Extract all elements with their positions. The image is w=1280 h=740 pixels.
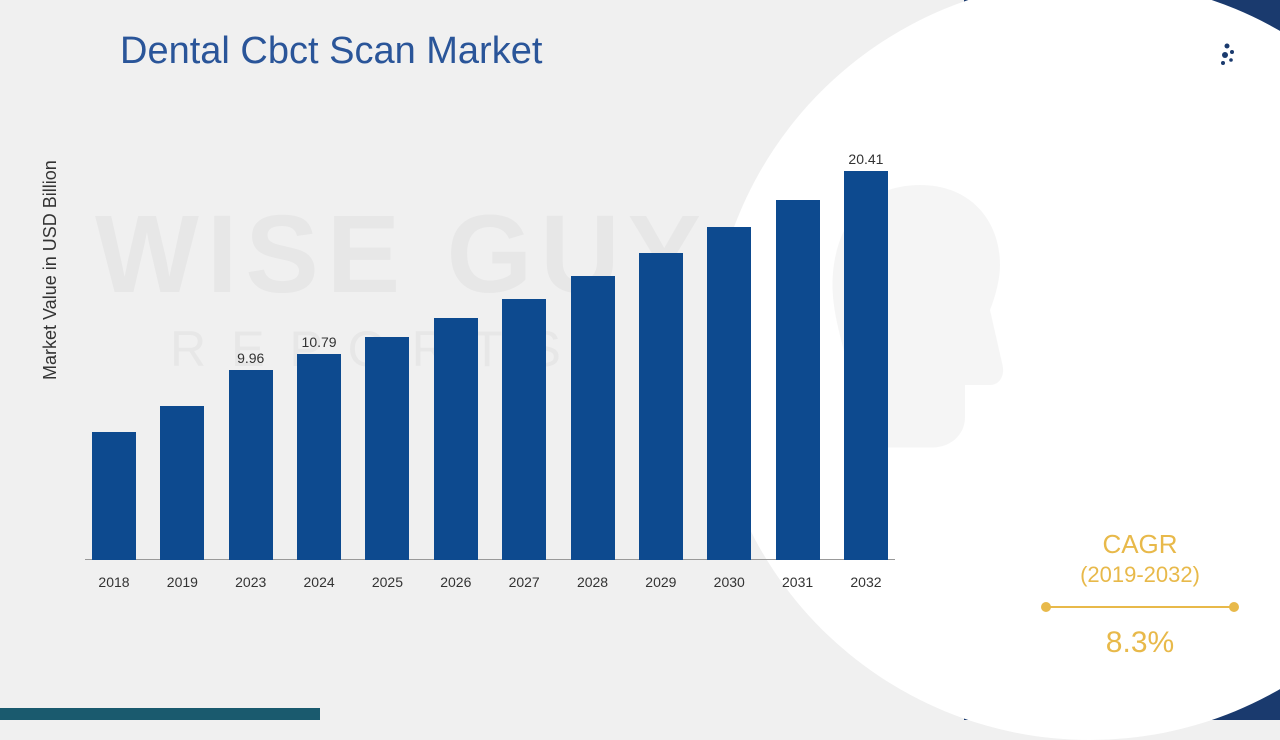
bars-container: 9.9610.7920.41 [85,160,895,560]
bar-group [564,276,622,560]
bar-value-label: 9.96 [237,350,264,366]
bar-value-label: 10.79 [302,334,337,350]
cagr-title: CAGR [1040,529,1240,560]
bar [434,318,478,560]
logo-head-icon [1195,30,1245,90]
bar-group [85,432,143,560]
bar-group: 9.96 [222,370,280,560]
cagr-divider [1045,606,1235,608]
cagr-block: CAGR (2019-2032) 8.3% [1040,529,1240,660]
bar [707,227,751,560]
cagr-period: (2019-2032) [1040,562,1240,588]
bar-value-label: 20.41 [848,151,883,167]
x-axis-label: 2024 [290,574,348,590]
x-axis-label: 2027 [495,574,553,590]
bar-group [700,227,758,560]
x-axis-label: 2030 [700,574,758,590]
x-axis-label: 2019 [153,574,211,590]
bar-group: 10.79 [290,354,348,560]
bar-group [153,406,211,560]
logo: WISE GUY REPORTS [1024,25,1250,76]
x-axis-label: 2026 [427,574,485,590]
bar [92,432,136,560]
bar [571,276,615,560]
bar [776,200,820,560]
x-axis-label: 2018 [85,574,143,590]
cagr-value: 8.3% [1040,626,1240,660]
bottom-strip [0,708,320,720]
bar [844,171,888,560]
bar-group: 20.41 [837,171,895,560]
x-labels: 2018 2019 2023 2024 2025 2026 2027 2028 2029 2030… [85,574,895,590]
bar-group [427,318,485,560]
x-axis-label: 2025 [358,574,416,590]
x-axis-label: 2029 [632,574,690,590]
x-axis-label: 2032 [837,574,895,590]
x-axis-label: 2023 [222,574,280,590]
bar-group [769,200,827,560]
bar [297,354,341,560]
x-axis-label: 2028 [564,574,622,590]
bar-group [495,299,553,560]
y-axis-label: Market Value in USD Billion [40,160,61,380]
bar-group [632,253,690,560]
bar-group [358,337,416,560]
bar [229,370,273,560]
chart-title: Dental Cbct Scan Market [120,30,542,73]
x-axis-label: 2031 [769,574,827,590]
bar [160,406,204,560]
bar [502,299,546,560]
bar [365,337,409,560]
bar [639,253,683,560]
chart-area: 9.9610.7920.41 2018201920232024202520262… [85,160,895,590]
